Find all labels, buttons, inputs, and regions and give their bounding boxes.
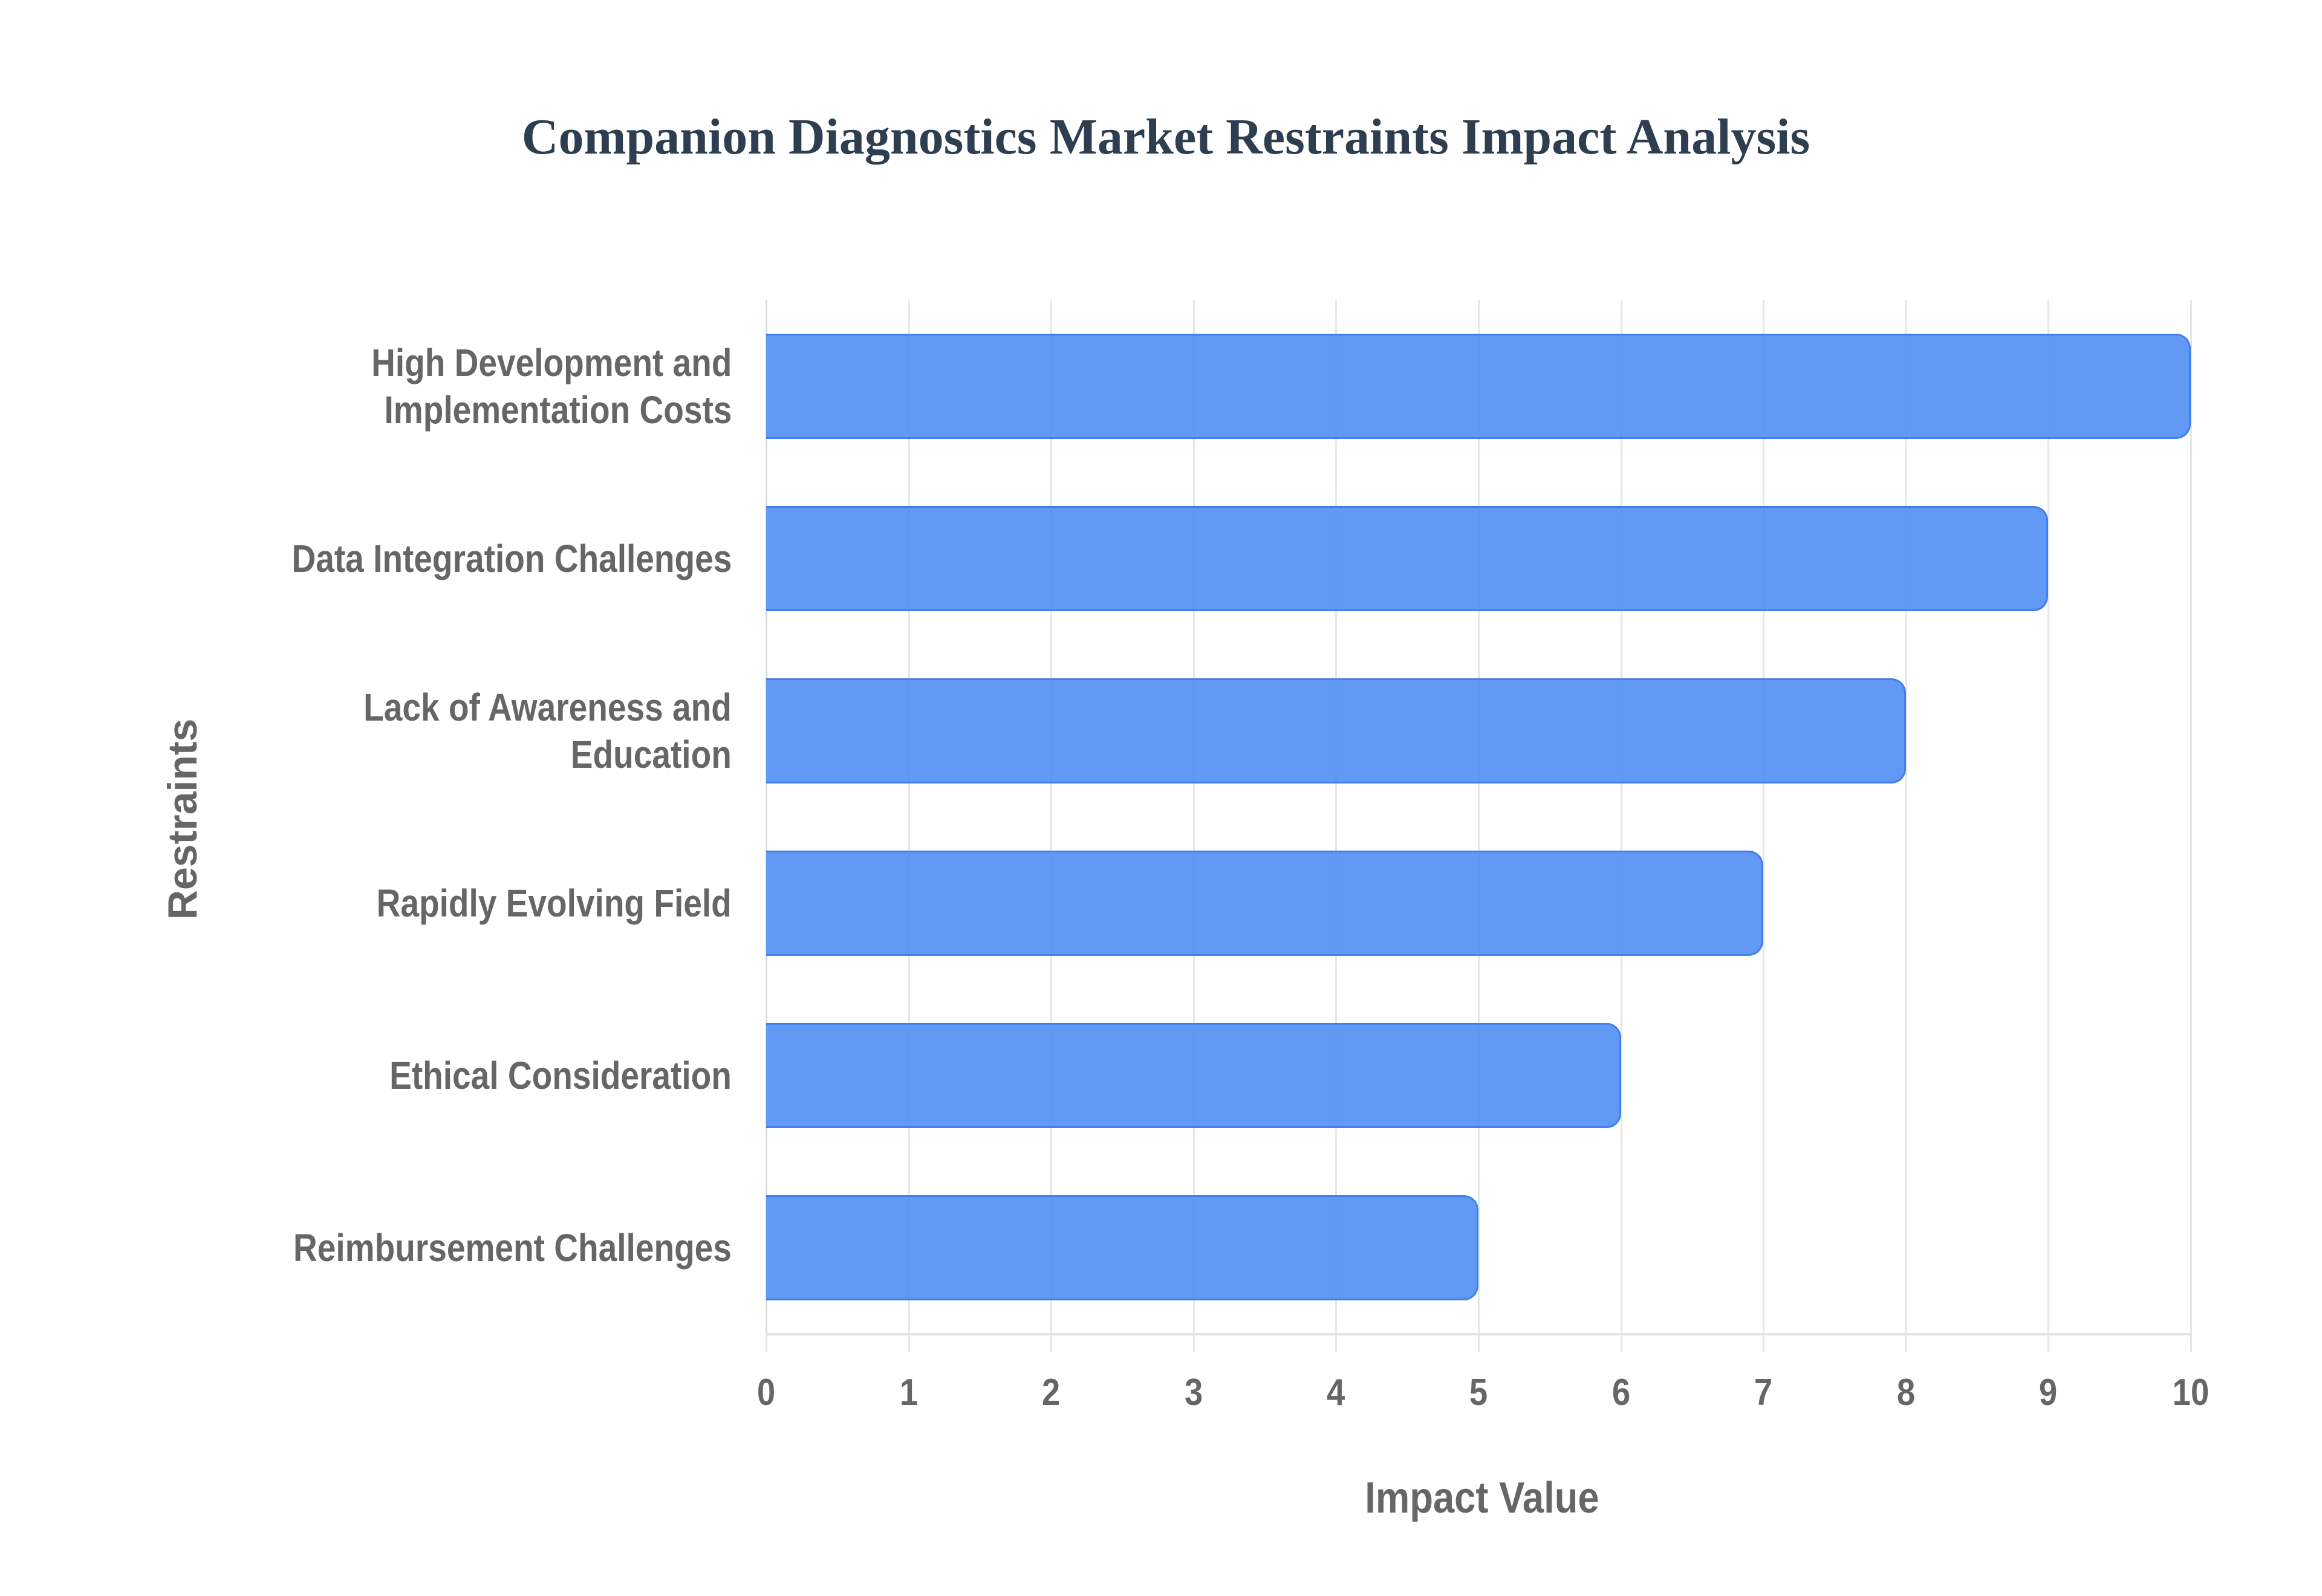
category-label-row: Lack of Awareness and Education <box>187 644 732 817</box>
x-axis-title: Impact Value <box>1365 1474 1599 1522</box>
category-label: Data Integration Challenges <box>291 536 732 580</box>
chart-title: Companion Diagnostics Market Restraints … <box>521 109 1810 165</box>
bar[interactable] <box>766 1023 1621 1129</box>
x-tick-label: 6 <box>1611 1372 1630 1413</box>
x-tick-label: 2 <box>1042 1372 1061 1413</box>
bar[interactable] <box>766 333 2191 439</box>
category-label: Ethical Consideration <box>389 1053 732 1097</box>
x-axis-line <box>766 1333 2191 1335</box>
gridline <box>1192 300 1195 1352</box>
category-label: High Development and Implementation Cost… <box>371 340 732 432</box>
gridline <box>1335 300 1338 1352</box>
gridline <box>1763 300 1765 1352</box>
y-axis-line <box>766 300 767 1334</box>
category-label-row: Rapidly Evolving Field <box>187 817 732 989</box>
category-label-row: Data Integration Challenges <box>187 472 732 644</box>
gridline <box>908 300 910 1352</box>
x-tick-label: 1 <box>899 1372 918 1413</box>
tick-mark <box>766 1334 767 1352</box>
plot-area <box>766 300 2192 1352</box>
category-label: Rapidly Evolving Field <box>376 881 732 925</box>
bar[interactable] <box>766 1195 1478 1301</box>
category-label: Reimbursement Challenges <box>293 1225 732 1270</box>
bar[interactable] <box>766 505 2049 611</box>
gridline <box>2190 300 2192 1352</box>
category-label-row: Ethical Consideration <box>187 989 732 1161</box>
x-tick-label: 7 <box>1754 1372 1773 1413</box>
x-tick-label: 0 <box>756 1372 776 1413</box>
x-tick-label: 9 <box>2039 1372 2058 1413</box>
x-tick-label: 3 <box>1184 1372 1203 1413</box>
category-label-row: Reimbursement Challenges <box>187 1161 732 1334</box>
bar[interactable] <box>766 678 1906 783</box>
gridline <box>1478 300 1480 1352</box>
x-tick-label: 8 <box>1896 1372 1915 1413</box>
x-tick-label: 5 <box>1469 1372 1488 1413</box>
x-tick-label: 4 <box>1327 1372 1345 1413</box>
category-label: Lack of Awareness and Education <box>363 685 732 776</box>
x-tick-label: 10 <box>2172 1372 2210 1413</box>
gridline <box>1620 300 1622 1352</box>
bar[interactable] <box>766 851 1764 956</box>
gridline <box>1050 300 1053 1352</box>
gridline <box>2047 300 2050 1352</box>
category-label-row: High Development and Implementation Cost… <box>187 300 732 472</box>
gridline <box>1905 300 1907 1352</box>
